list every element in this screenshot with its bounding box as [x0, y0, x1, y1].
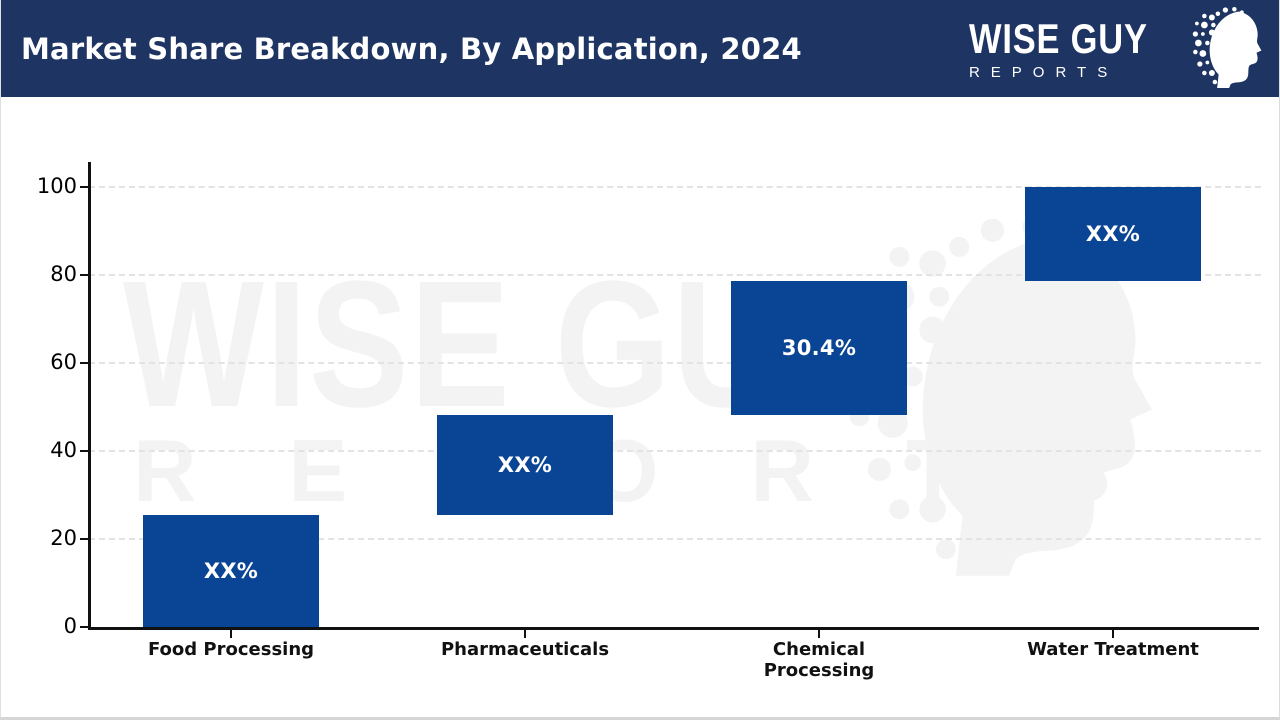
y-tick-label: 20	[50, 526, 77, 550]
logo-brand-subname: REPORTS	[968, 63, 1119, 81]
bar-value-label: XX%	[203, 559, 259, 584]
bar-food-processing: XX%	[143, 515, 319, 627]
logo-text: WISE GUY REPORTS	[968, 14, 1187, 81]
x-tick-label: Water Treatment	[1027, 639, 1199, 660]
gridline	[89, 538, 1261, 540]
x-axis-spine	[88, 627, 1259, 630]
y-tick-mark	[80, 538, 89, 540]
y-tick-label: 80	[50, 262, 77, 286]
head-silhouette-icon	[1192, 6, 1262, 88]
x-tick-mark	[524, 630, 526, 638]
gridline	[89, 450, 1261, 452]
y-tick-mark	[80, 186, 89, 188]
y-tick-mark	[80, 362, 89, 364]
y-axis-spine	[88, 162, 91, 630]
page-title: Market Share Breakdown, By Application, …	[21, 31, 802, 66]
y-tick-label: 40	[50, 438, 77, 462]
gridline	[89, 274, 1261, 276]
bar-value-label: XX%	[497, 453, 553, 478]
bar-chemical-processing: 30.4%	[731, 281, 907, 415]
y-tick-label: 60	[50, 350, 77, 374]
gridline	[89, 362, 1261, 364]
y-tick-mark	[80, 626, 89, 628]
x-tick-label: Chemical Processing	[763, 639, 875, 681]
bar-pharmaceuticals: XX%	[437, 414, 613, 516]
gridline	[89, 186, 1261, 188]
y-tick-label: 100	[36, 174, 77, 198]
x-tick-mark	[230, 630, 232, 638]
y-tick-mark	[80, 450, 89, 452]
logo-brand-name: WISE GUY	[968, 14, 1148, 62]
bar-value-label: XX%	[1085, 222, 1141, 247]
y-tick-mark	[80, 274, 89, 276]
x-tick-mark	[1112, 630, 1114, 638]
bar-value-label: 30.4%	[781, 336, 857, 361]
x-tick-label: Food Processing	[147, 639, 315, 660]
bar-water-treatment: XX%	[1025, 187, 1201, 282]
wise-guy-reports-logo: WISE GUY REPORTS	[968, 6, 1279, 91]
x-tick-label: Pharmaceuticals	[440, 639, 610, 660]
chart-area: WISE GUY REPORTS XX% XX% 30.4% XX% 0 20 40 60 8…	[1, 97, 1279, 717]
y-tick-label: 0	[63, 614, 77, 638]
header-bar: Market Share Breakdown, By Application, …	[1, 0, 1279, 97]
x-tick-mark	[818, 630, 820, 638]
